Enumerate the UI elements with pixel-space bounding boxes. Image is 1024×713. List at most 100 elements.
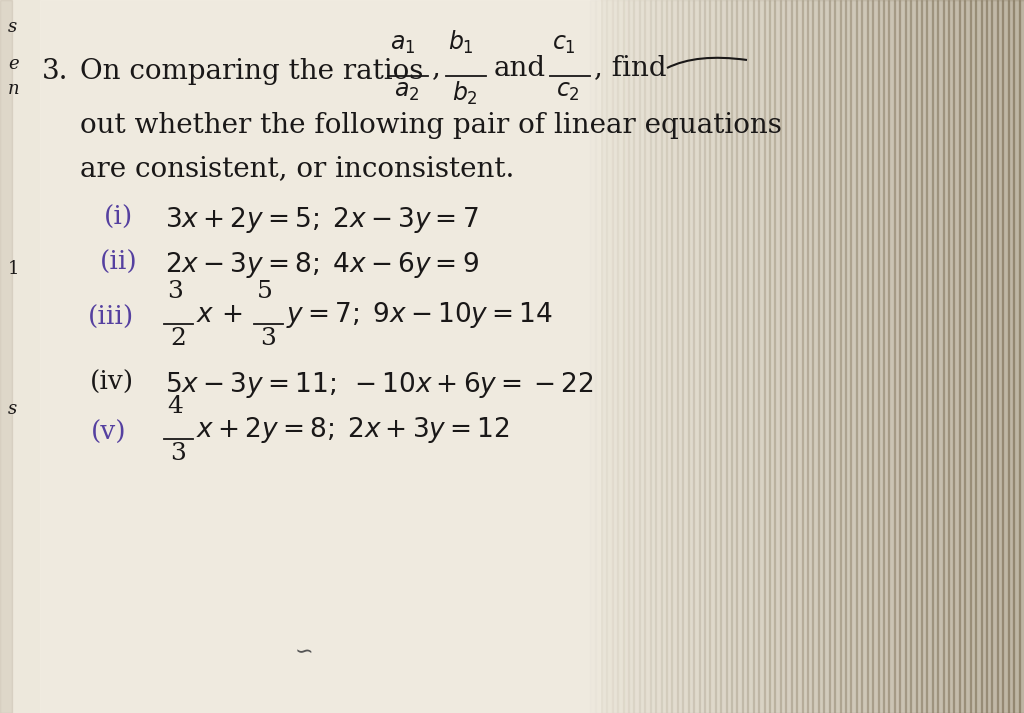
Bar	[872, 0, 879, 713]
Bar	[889, 0, 895, 713]
Text: out whether the following pair of linear equations: out whether the following pair of linear…	[80, 112, 782, 139]
Bar	[828, 0, 836, 713]
Bar	[628, 0, 635, 713]
Bar	[672, 0, 678, 713]
Bar	[915, 0, 922, 713]
Text: $b_1$: $b_1$	[449, 29, 474, 56]
Bar	[845, 0, 851, 713]
Text: $b_2$: $b_2$	[452, 80, 478, 107]
Bar	[823, 0, 829, 713]
Text: 1: 1	[8, 260, 19, 278]
Text: 5: 5	[257, 280, 272, 303]
Bar	[655, 0, 662, 713]
Text: 3.: 3.	[42, 58, 69, 85]
Text: 3: 3	[167, 280, 183, 303]
Bar	[958, 0, 966, 713]
Bar	[921, 0, 928, 713]
Bar	[764, 0, 770, 713]
Bar	[595, 0, 602, 713]
Text: , find: , find	[594, 54, 667, 81]
Bar	[883, 0, 890, 713]
Bar	[861, 0, 867, 713]
Bar	[736, 0, 742, 713]
Bar	[769, 0, 775, 713]
Bar	[748, 0, 754, 713]
Bar	[943, 0, 949, 713]
Text: are consistent, or inconsistent.: are consistent, or inconsistent.	[80, 155, 514, 182]
Text: (v): (v)	[91, 420, 127, 445]
Text: and: and	[494, 54, 546, 81]
Text: n: n	[8, 80, 19, 98]
Bar	[1002, 0, 1009, 713]
Bar	[720, 0, 727, 713]
Text: 4: 4	[167, 395, 183, 418]
Bar	[840, 0, 846, 713]
Bar	[644, 0, 650, 713]
Text: $5x - 3y = 11;\; -10x + 6y = -22$: $5x - 3y = 11;\; -10x + 6y = -22$	[165, 370, 593, 400]
Bar	[682, 0, 689, 713]
Bar	[731, 0, 737, 713]
Bar	[937, 0, 944, 713]
Bar	[590, 0, 596, 713]
Bar	[758, 0, 765, 713]
Bar	[606, 0, 612, 713]
Bar	[835, 0, 841, 713]
Bar	[715, 0, 721, 713]
Bar	[639, 0, 645, 713]
Bar	[878, 0, 884, 713]
Bar	[953, 0, 959, 713]
Text: (iv): (iv)	[90, 370, 134, 395]
Text: $2x - 3y = 8;\; 4x - 6y = 9$: $2x - 3y = 8;\; 4x - 6y = 9$	[165, 250, 479, 280]
Bar	[1013, 0, 1020, 713]
Bar	[818, 0, 824, 713]
Bar	[899, 0, 905, 713]
Bar	[688, 0, 694, 713]
Text: (i): (i)	[104, 205, 133, 230]
Bar	[40, 0, 600, 713]
Text: 3: 3	[260, 327, 275, 350]
Text: 2: 2	[170, 327, 186, 350]
Bar	[802, 0, 808, 713]
Text: $3x + 2y = 5;\; 2x - 3y = 7$: $3x + 2y = 5;\; 2x - 3y = 7$	[165, 205, 478, 235]
Bar	[726, 0, 732, 713]
Bar	[703, 0, 711, 713]
Bar	[666, 0, 673, 713]
Bar	[791, 0, 797, 713]
Bar	[894, 0, 900, 713]
Bar	[812, 0, 819, 713]
Bar	[927, 0, 933, 713]
Text: $a_2$: $a_2$	[394, 80, 420, 103]
Bar	[611, 0, 618, 713]
Bar	[623, 0, 629, 713]
Text: ,: ,	[432, 54, 441, 81]
Bar	[677, 0, 683, 713]
Text: $y = 7;\; 9x - 10y = 14$: $y = 7;\; 9x - 10y = 14$	[286, 300, 553, 330]
Bar	[856, 0, 862, 713]
Bar	[660, 0, 667, 713]
Bar	[965, 0, 971, 713]
Bar	[796, 0, 803, 713]
Text: e: e	[8, 55, 18, 73]
Bar	[807, 0, 813, 713]
Bar	[698, 0, 705, 713]
Bar	[970, 0, 976, 713]
Bar	[601, 0, 607, 713]
Text: 3: 3	[170, 442, 186, 465]
Bar	[785, 0, 792, 713]
Text: $x + 2y = 8;\; 2x + 3y = 12$: $x + 2y = 8;\; 2x + 3y = 12$	[196, 415, 510, 445]
Bar	[774, 0, 781, 713]
Bar	[932, 0, 938, 713]
Bar	[0, 0, 12, 713]
Bar	[742, 0, 749, 713]
Bar	[693, 0, 699, 713]
Text: s: s	[8, 400, 17, 418]
Text: $c_1$: $c_1$	[552, 33, 575, 56]
Text: (iii): (iii)	[88, 305, 134, 330]
Text: $a_1$: $a_1$	[390, 33, 416, 56]
Text: (ii): (ii)	[100, 250, 138, 275]
Text: On comparing the ratios: On comparing the ratios	[80, 58, 423, 85]
Bar	[634, 0, 640, 713]
Bar	[866, 0, 873, 713]
Bar	[753, 0, 759, 713]
Bar	[649, 0, 656, 713]
